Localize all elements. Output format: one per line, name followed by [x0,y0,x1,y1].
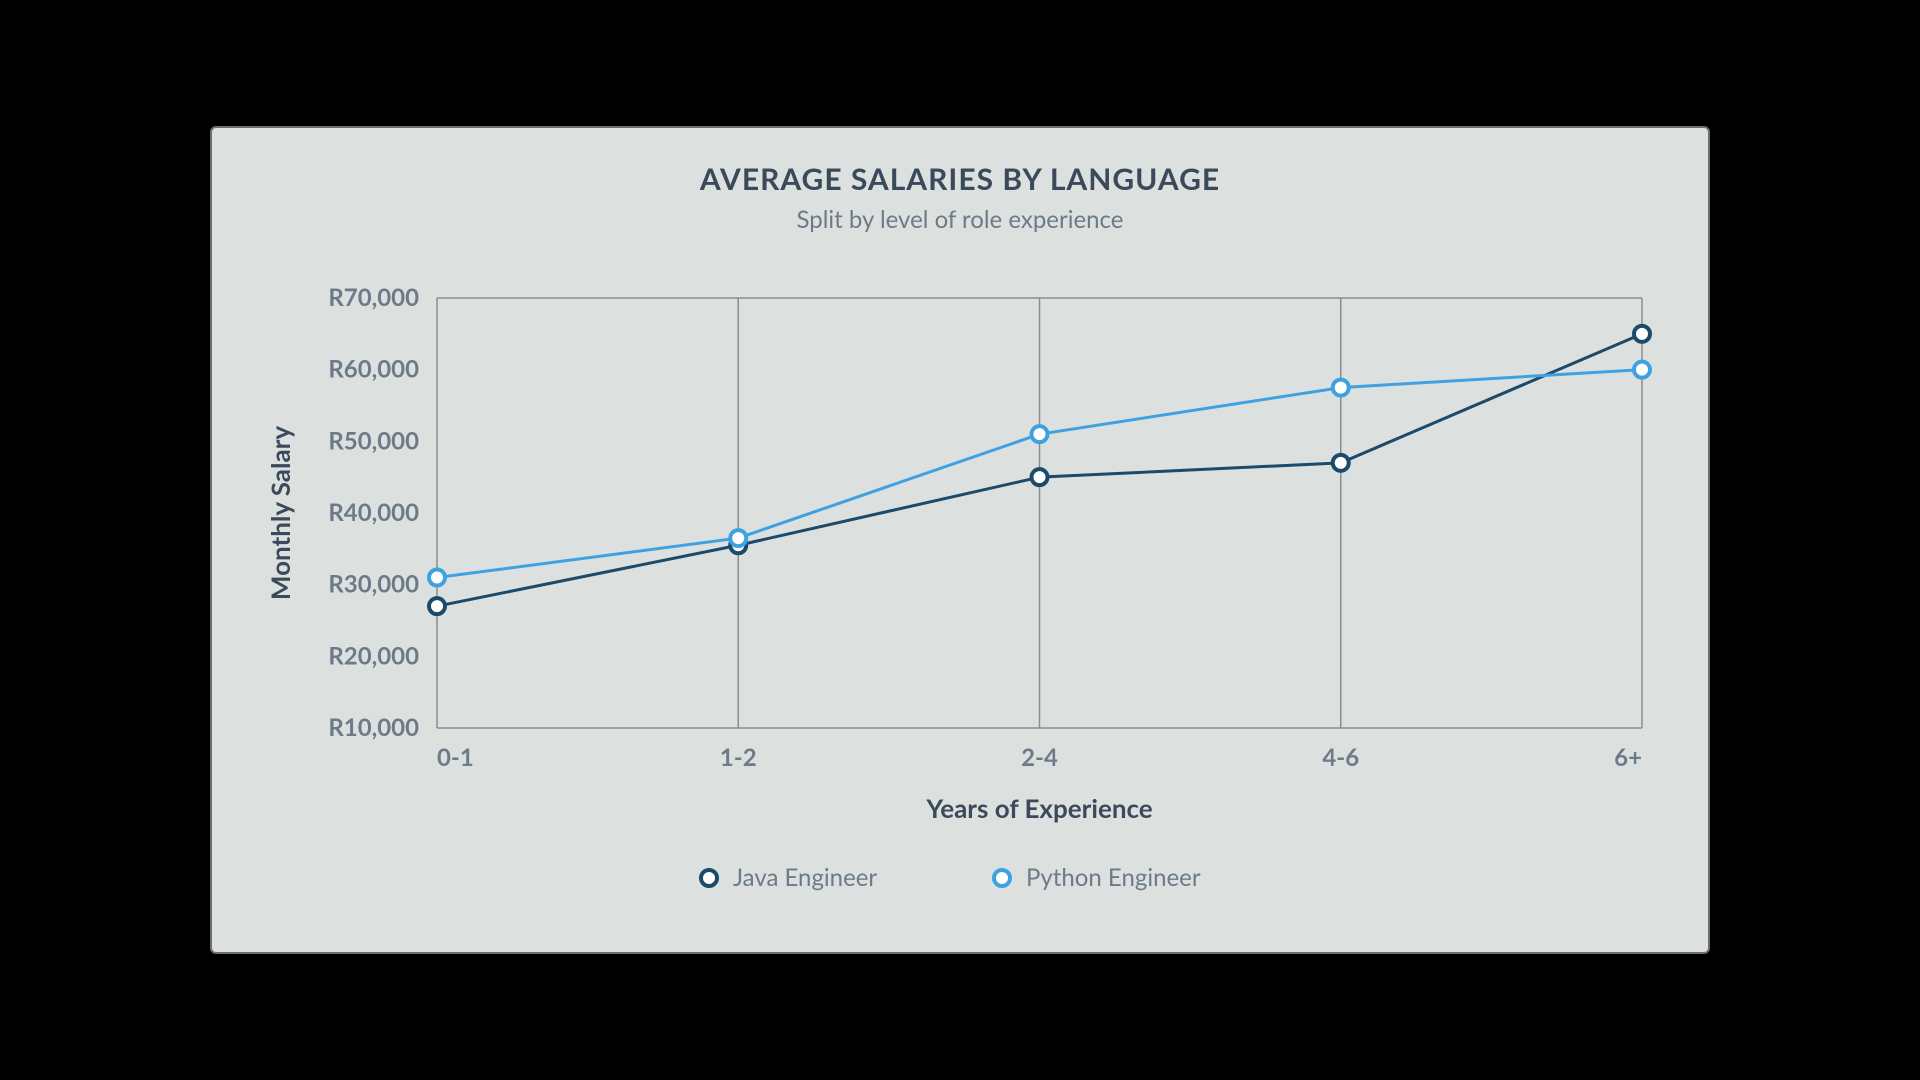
series-marker [1634,326,1650,342]
series-marker [1032,469,1048,485]
x-tick-label: 1-2 [720,743,757,772]
series-marker [429,598,445,614]
legend-marker [701,870,717,886]
series-marker [1333,380,1349,396]
y-tick-label: R40,000 [328,498,419,527]
y-tick-label: R20,000 [328,641,419,670]
series-marker [1032,426,1048,442]
y-tick-label: R30,000 [328,570,419,599]
series-marker [429,570,445,586]
chart-subtitle: Split by level of role experience [797,205,1124,234]
x-tick-label: 6+ [1614,743,1642,772]
x-tick-label: 4-6 [1322,743,1359,772]
y-axis-title: Monthly Salary [264,426,296,600]
salary-line-chart: AVERAGE SALARIES BY LANGUAGE Split by lev… [212,128,1708,952]
x-tick-label: 0-1 [437,743,474,772]
legend-label: Python Engineer [1026,863,1201,892]
series-marker [730,530,746,546]
y-tick-label: R50,000 [328,426,419,455]
series-marker [1333,455,1349,471]
x-axis-title: Years of Experience [925,792,1152,824]
x-tick-label: 2-4 [1021,743,1058,772]
chart-panel: AVERAGE SALARIES BY LANGUAGE Split by lev… [210,126,1710,954]
outer-frame: AVERAGE SALARIES BY LANGUAGE Split by lev… [192,108,1728,972]
legend: Java Engineer Python Engineer [701,863,1201,892]
y-tick-label: R60,000 [328,355,419,384]
x-axis-ticks: 0-1 1-2 2-4 4-6 6+ [437,743,1642,772]
series-marker [1634,362,1650,378]
legend-marker [994,870,1010,886]
y-axis-ticks: R10,000 R20,000 R30,000 R40,000 R50,000 R60,0… [328,283,419,742]
legend-label: Java Engineer [733,863,877,892]
y-tick-label: R70,000 [328,283,419,312]
gridlines [437,298,1642,728]
y-tick-label: R10,000 [328,713,419,742]
chart-title: AVERAGE SALARIES BY LANGUAGE [699,161,1220,197]
